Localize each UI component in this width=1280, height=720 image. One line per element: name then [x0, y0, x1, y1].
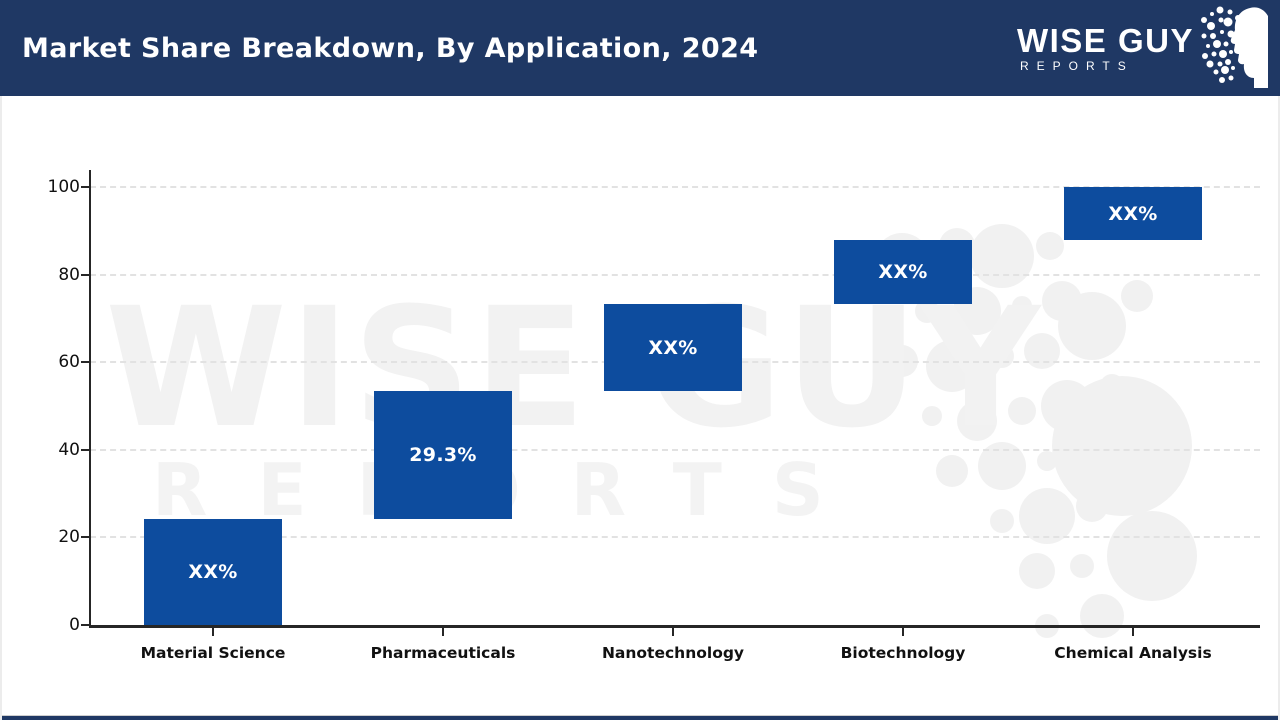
y-tick-label-60: 60	[58, 352, 80, 373]
y-tick-label-20: 20	[58, 527, 80, 548]
category-label-4: Chemical Analysis	[1054, 644, 1212, 662]
footer-strip	[2, 716, 1278, 720]
x-tick-1	[442, 628, 444, 636]
chart-title: Market Share Breakdown, By Application, …	[22, 32, 759, 64]
category-label-1: Pharmaceuticals	[370, 644, 516, 662]
gridline-100	[90, 186, 1260, 188]
gridline-20	[90, 536, 1260, 539]
brand-subtitle: REPORTS	[1019, 59, 1134, 73]
plot-area: 0 20 40 60 80 100 XX% Material Science 29.3% Phar…	[2, 96, 1280, 720]
x-tick-4	[1132, 628, 1134, 636]
bar-value-label: 29.3%	[409, 443, 477, 466]
bar-nanotechnology: XX%	[604, 304, 742, 391]
brand-name: WISE GUY	[1016, 22, 1194, 59]
bar-value-label: XX%	[188, 560, 238, 583]
category-label-3: Biotechnology	[840, 644, 966, 662]
y-tick-40	[81, 448, 89, 451]
y-tick-20	[81, 536, 89, 539]
gridline-40	[90, 448, 1260, 451]
x-tick-3	[902, 628, 904, 636]
bar-biotechnology: XX%	[834, 240, 972, 305]
x-tick-2	[672, 628, 674, 636]
header-bar: Market Share Breakdown, By Application, …	[0, 0, 1280, 96]
gridline-80	[90, 273, 1260, 276]
bottom-border	[2, 715, 1278, 716]
chart-canvas: WISE GUY REPORTS 0 20 40 60 80 100 XX% Material…	[0, 96, 1280, 720]
bar-value-label: XX%	[648, 336, 698, 359]
x-tick-0	[212, 628, 214, 636]
bar-value-label: XX%	[878, 261, 928, 284]
brand-logo: WISE GUY REPORTS	[1017, 6, 1270, 90]
bar-chemical-analysis: XX%	[1064, 187, 1202, 241]
y-tick-100	[81, 186, 89, 188]
category-label-2: Nanotechnology	[601, 644, 745, 662]
y-tick-label-100: 100	[47, 177, 80, 197]
category-label-0: Material Science	[140, 644, 286, 662]
y-tick-0	[81, 624, 89, 626]
bar-value-label: XX%	[1108, 202, 1158, 225]
y-tick-60	[81, 361, 89, 364]
brand-logo-text: WISE GUY REPORTS	[1017, 24, 1194, 72]
y-tick-label-40: 40	[58, 439, 80, 460]
bar-material-science: XX%	[144, 519, 282, 625]
bar-pharmaceuticals: 29.3%	[374, 390, 512, 519]
y-tick-80	[81, 273, 89, 276]
y-axis	[89, 170, 91, 628]
x-axis	[89, 625, 1260, 628]
y-tick-label-80: 80	[58, 264, 80, 285]
y-tick-label-0: 0	[69, 615, 80, 635]
wise-guy-face-icon	[1201, 6, 1268, 88]
